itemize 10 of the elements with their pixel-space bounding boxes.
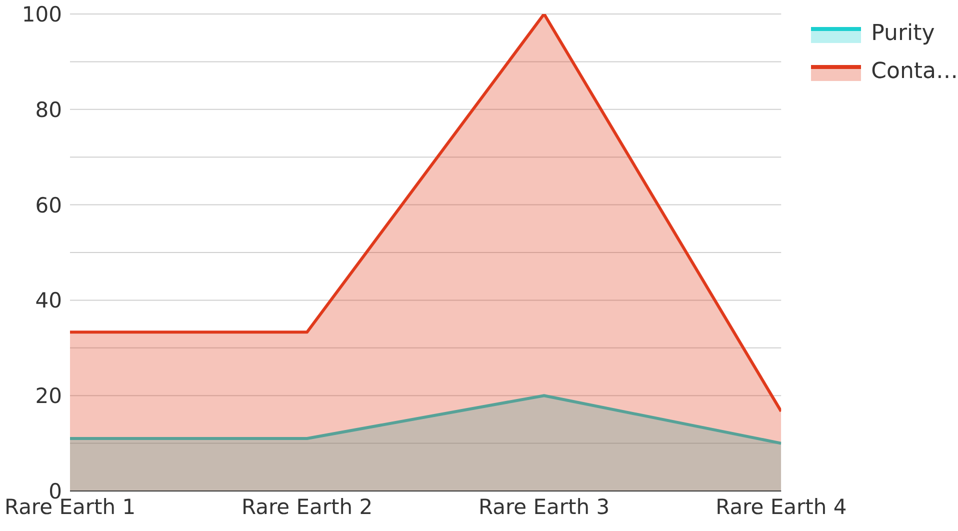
y-tick-label: 80	[35, 98, 62, 122]
legend-label: Purity	[871, 20, 935, 46]
legend-label: Conta…	[871, 58, 958, 84]
y-tick-label: 20	[35, 384, 62, 408]
y-tick-label: 100	[22, 2, 62, 26]
x-tick-label: Rare Earth 4	[716, 494, 847, 519]
y-tick-label: 40	[35, 288, 62, 313]
x-tick-label: Rare Earth 3	[478, 494, 610, 519]
x-tick-label: Rare Earth 2	[241, 494, 373, 519]
y-tick-label: 60	[35, 193, 62, 218]
